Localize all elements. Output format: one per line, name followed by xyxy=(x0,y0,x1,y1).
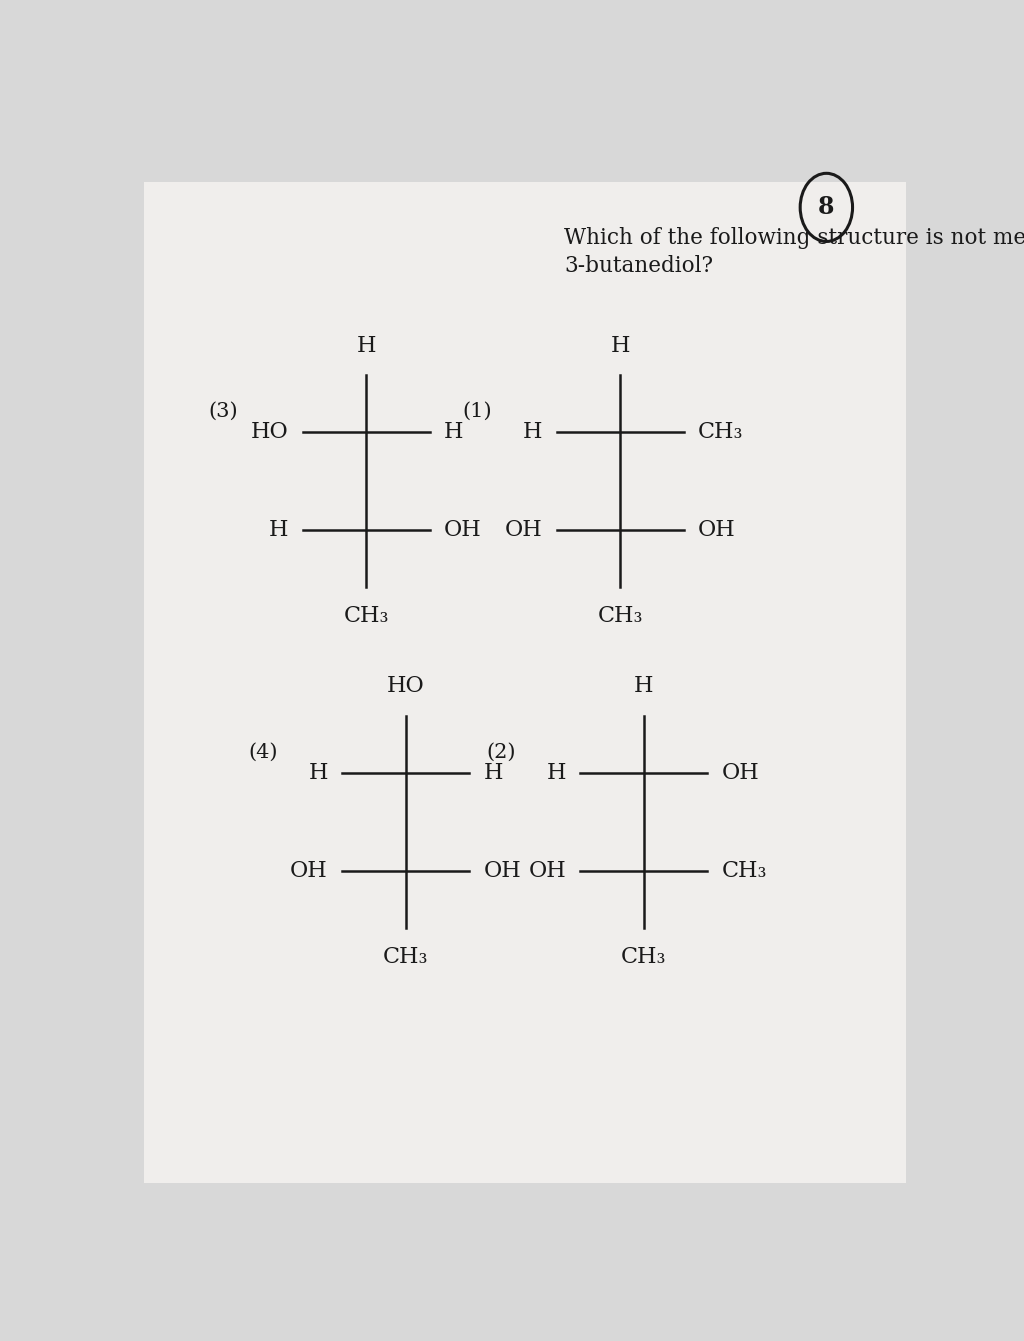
Text: CH₃: CH₃ xyxy=(383,947,428,968)
Text: H: H xyxy=(269,519,289,540)
Text: H: H xyxy=(483,762,503,783)
Text: CH₃: CH₃ xyxy=(697,421,743,443)
FancyBboxPatch shape xyxy=(143,181,905,1183)
Text: CH₃: CH₃ xyxy=(722,860,767,882)
Text: OH: OH xyxy=(722,762,760,783)
Text: (2): (2) xyxy=(486,743,516,762)
Text: OH: OH xyxy=(483,860,521,882)
Text: CH₃: CH₃ xyxy=(622,947,667,968)
Text: (1): (1) xyxy=(463,402,492,421)
Text: 3-butanediol?: 3-butanediol? xyxy=(564,255,714,278)
Text: 8: 8 xyxy=(818,196,835,220)
Text: H: H xyxy=(634,676,653,697)
Text: H: H xyxy=(523,421,543,443)
Text: OH: OH xyxy=(505,519,543,540)
Text: HO: HO xyxy=(387,676,425,697)
Text: CH₃: CH₃ xyxy=(597,605,643,628)
Text: H: H xyxy=(547,762,566,783)
Text: H: H xyxy=(308,762,328,783)
Text: H: H xyxy=(610,335,630,357)
Text: OH: OH xyxy=(443,519,481,540)
Text: HO: HO xyxy=(251,421,289,443)
Text: Which of the following structure is not meso-2,: Which of the following structure is not … xyxy=(564,228,1024,249)
Text: H: H xyxy=(443,421,463,443)
Text: OH: OH xyxy=(290,860,328,882)
Text: (4): (4) xyxy=(248,743,278,762)
Text: (3): (3) xyxy=(209,402,238,421)
Text: OH: OH xyxy=(528,860,566,882)
Text: CH₃: CH₃ xyxy=(343,605,389,628)
Text: OH: OH xyxy=(697,519,735,540)
Text: H: H xyxy=(356,335,376,357)
